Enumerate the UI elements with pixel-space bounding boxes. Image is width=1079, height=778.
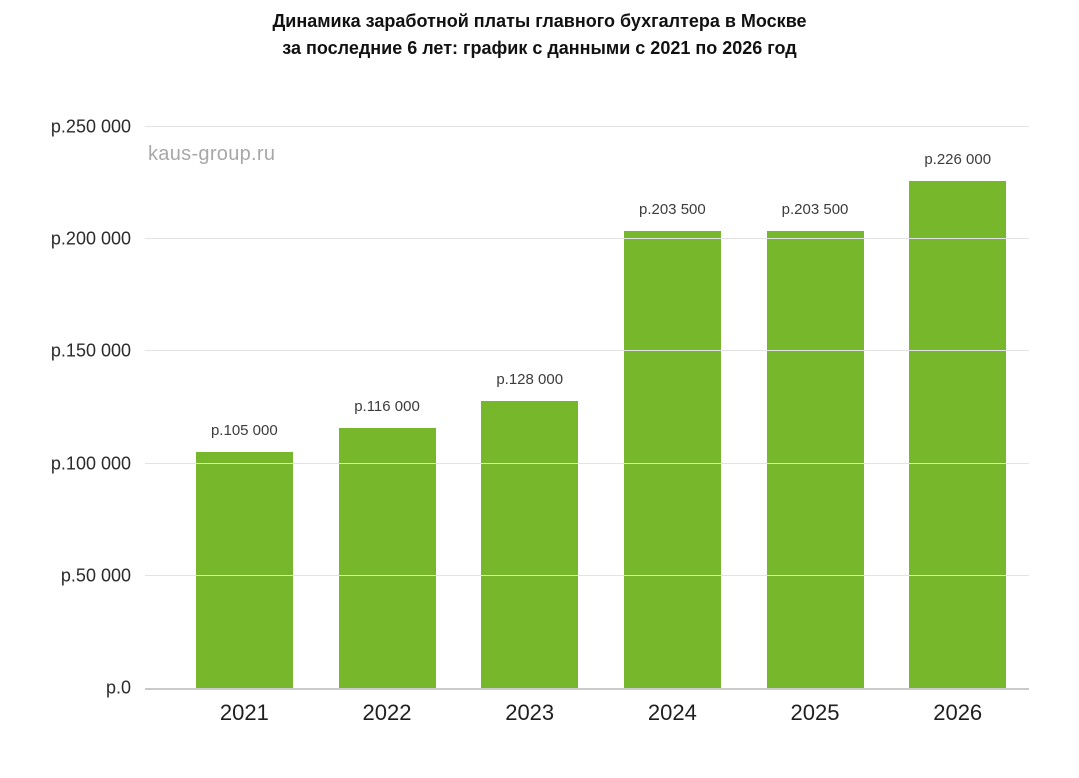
y-tick-label: р.100 000	[50, 453, 131, 474]
x-axis: 2021 2022 2023 2024 2025 2026	[173, 700, 1029, 726]
x-tick-label: 2023	[505, 700, 555, 725]
x-tick-label: 2021	[219, 700, 269, 725]
bar-slot: р.203 500	[744, 127, 887, 688]
y-tick-label: р.250 000	[50, 116, 131, 137]
watermark: kaus-group.ru	[148, 143, 276, 165]
gridline	[145, 126, 1029, 127]
bar-2025	[766, 231, 864, 688]
gridline	[145, 687, 1029, 688]
x-tick-label: 2024	[647, 700, 697, 725]
gridline	[145, 350, 1029, 352]
y-tick-label: р.150 000	[50, 340, 131, 361]
y-tick-label: р.200 000	[50, 228, 131, 249]
chart-title-line2: за последние 6 лет: график с данными с 2…	[282, 38, 797, 58]
gridline	[145, 462, 1029, 464]
bar-value-label: р.105 000	[210, 422, 278, 440]
chart-title: Динамика заработной платы главного бухга…	[0, 8, 1079, 62]
bar-slot: р.226 000	[886, 127, 1029, 688]
y-tick-label: р.50 000	[60, 565, 131, 586]
chart-title-line1: Динамика заработной платы главного бухга…	[272, 11, 807, 31]
x-tick-label: 2025	[790, 700, 840, 725]
bar-slot: р.105 000	[173, 127, 316, 688]
bars-container: р.105 000 р.116 000 р.128 000 р.203 500 р.20…	[173, 127, 1029, 688]
x-tick-label: 2026	[933, 700, 983, 725]
bar-slot: р.203 500	[601, 127, 744, 688]
plot-area: kaus-group.ru р.105 000 р.116 000 р.128 00…	[51, 117, 1029, 698]
bar-value-label: р.203 500	[638, 201, 706, 219]
bar-value-label: р.203 500	[781, 201, 849, 219]
x-tick-label: 2022	[362, 700, 412, 725]
bar-value-label: р.128 000	[496, 370, 564, 388]
bar-slot: р.116 000	[316, 127, 459, 688]
y-tick-label: р.0	[105, 677, 131, 698]
gridline	[145, 574, 1029, 576]
bar-value-label: р.116 000	[354, 397, 420, 415]
gridline	[145, 238, 1029, 240]
bar-slot: р.128 000	[458, 127, 601, 688]
bar-2021	[195, 452, 293, 688]
bar-2024	[623, 231, 721, 688]
bar-2026	[909, 180, 1007, 688]
bar-2022	[338, 427, 436, 688]
bar-value-label: р.226 000	[924, 150, 992, 168]
bar-2023	[481, 400, 579, 688]
